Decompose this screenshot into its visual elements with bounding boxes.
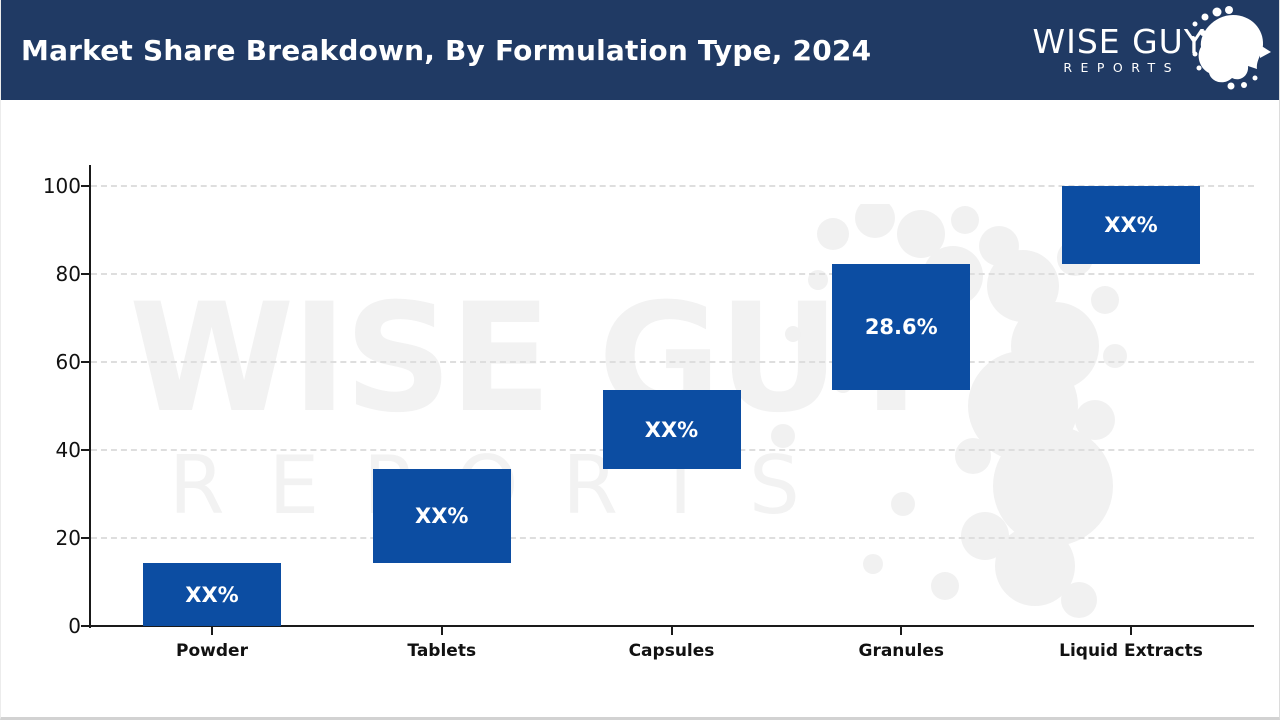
- x-tick-mark: [670, 627, 673, 635]
- x-tick-mark: [211, 627, 213, 635]
- watermark-wordmark: WISE GUY: [129, 272, 946, 446]
- x-category-label: Granules: [858, 641, 945, 661]
- y-tick-mark: [81, 625, 89, 627]
- bar-capsules: XX%: [602, 390, 741, 469]
- header-bar: Market Share Breakdown, By Formulation T…: [1, 0, 1279, 100]
- x-category-label: Tablets: [407, 641, 477, 661]
- logo-wordmark-block: WISE GUY REPORTS: [1032, 21, 1205, 76]
- y-tick-mark: [81, 537, 89, 539]
- gridline: [91, 361, 1254, 363]
- wise-guy-logo: WISE GUY REPORTS: [1032, 6, 1273, 94]
- bar-value-label: XX%: [1104, 213, 1158, 238]
- y-tick-mark: [81, 273, 89, 275]
- y-axis-line: [89, 165, 91, 628]
- gridline: [91, 537, 1254, 539]
- x-tick-mark: [440, 627, 443, 635]
- x-tick-mark: [1130, 627, 1132, 635]
- page-title: Market Share Breakdown, By Formulation T…: [21, 33, 872, 67]
- logo-wordmark: WISE GUY: [1032, 21, 1205, 61]
- gridline: [91, 273, 1254, 275]
- y-tick-label: 0: [68, 614, 81, 638]
- bar-value-label: XX%: [185, 582, 239, 607]
- logo-subtext: REPORTS: [1063, 60, 1181, 76]
- bar-value-label: 28.6%: [864, 315, 938, 340]
- x-axis-line: [89, 625, 1254, 627]
- logo-face-icon: [1191, 6, 1271, 90]
- y-tick-mark: [81, 361, 89, 363]
- bar-value-label: XX%: [415, 503, 469, 528]
- x-category-label: Powder: [176, 641, 248, 661]
- bar-value-label: XX%: [644, 417, 699, 442]
- y-tick-mark: [81, 185, 89, 187]
- y-tick-mark: [81, 449, 89, 451]
- x-tick-mark: [900, 627, 903, 635]
- bar-liquid-extracts: XX%: [1062, 186, 1200, 265]
- bar-powder: XX%: [143, 563, 281, 626]
- gridline: [91, 185, 1254, 187]
- y-tick-label: 40: [55, 438, 81, 462]
- x-category-label: Liquid Extracts: [1059, 641, 1203, 661]
- y-tick-label: 100: [42, 174, 81, 198]
- y-tick-label: 60: [55, 350, 81, 374]
- bar-granules: 28.6%: [832, 264, 971, 391]
- bar-tablets: XX%: [372, 468, 511, 564]
- x-category-label: Capsules: [628, 641, 715, 661]
- watermark-face-icon: [771, 204, 1127, 618]
- y-tick-label: 80: [55, 262, 81, 286]
- y-tick-label: 20: [55, 526, 81, 550]
